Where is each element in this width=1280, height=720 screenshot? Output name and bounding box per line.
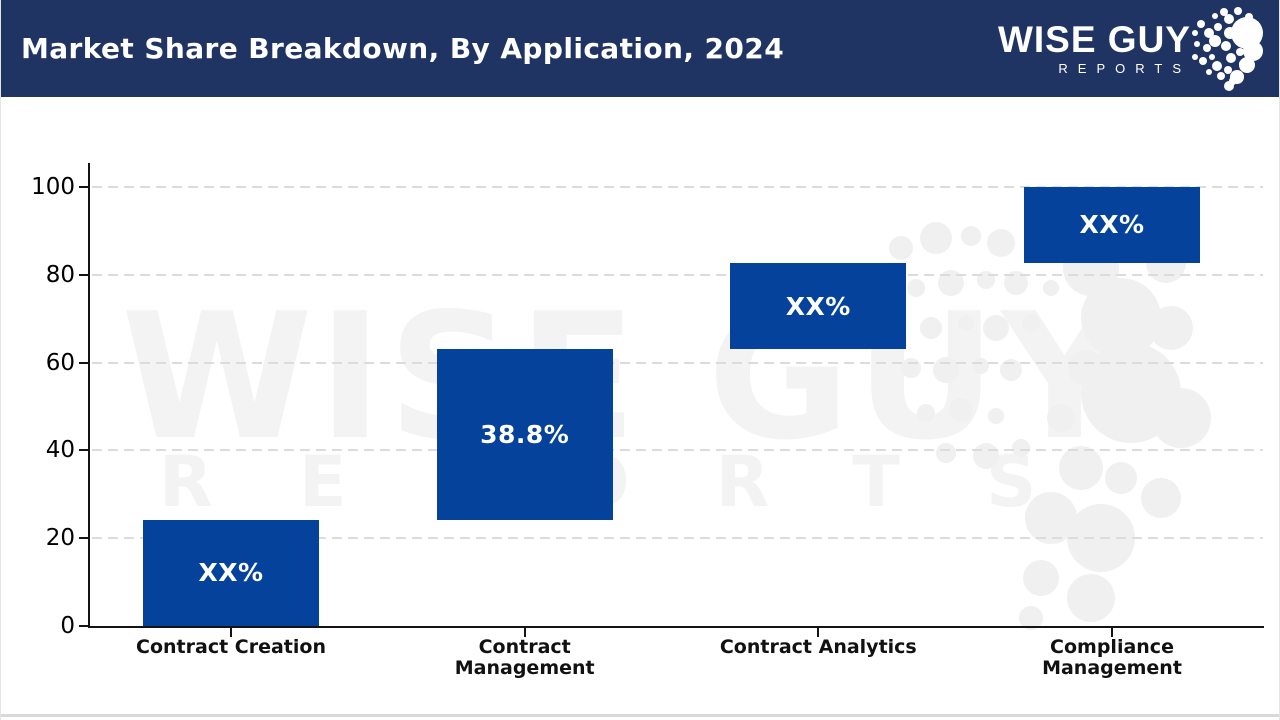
gridline-20 <box>92 537 1263 540</box>
bar-value-label: XX% <box>785 291 851 321</box>
footer-divider <box>1 714 1279 717</box>
bar-value-label: XX% <box>1079 210 1145 240</box>
y-axis-tick-label: 20 <box>45 525 75 552</box>
bar-value-label: XX% <box>198 558 264 588</box>
x-axis-category-label: Contract Creation <box>136 636 326 658</box>
brand-logo-text: WISE GUY REPORTS <box>998 21 1191 76</box>
brand-name: WISE GUY <box>997 19 1191 60</box>
y-axis-tick-label: 60 <box>45 349 75 376</box>
y-axis-tick-label: 40 <box>45 437 75 464</box>
bar-contract-creation: XX% <box>143 519 319 626</box>
y-axis-tick-label: 100 <box>31 174 75 200</box>
brand-head-icon <box>1192 6 1263 91</box>
x-axis-line <box>88 626 1264 628</box>
x-axis-category-label: Contract Analytics <box>719 636 917 658</box>
bar-value-label: 38.8% <box>480 420 570 450</box>
x-axis-tick <box>817 628 820 637</box>
y-axis-tick <box>79 625 88 627</box>
header-bar: Market Share Breakdown, By Application, … <box>1 0 1279 97</box>
x-axis-category-label: Compliance Management <box>1042 636 1182 679</box>
page-title: Market Share Breakdown, By Application, … <box>21 32 785 65</box>
gridline-40 <box>92 449 1263 452</box>
y-axis-tick <box>79 186 88 188</box>
y-axis-line <box>88 163 90 628</box>
y-axis-tick <box>79 273 88 276</box>
bar-compliance-management: XX% <box>1024 187 1200 263</box>
gridline-60 <box>92 361 1263 364</box>
gridline-100 <box>92 186 1263 188</box>
y-axis-tick-label: 0 <box>60 613 75 639</box>
x-axis-category-label: Contract Management <box>454 636 595 679</box>
x-axis-tick <box>523 628 526 637</box>
bar-chart: WISE GUY REPORTS <box>1 97 1279 715</box>
bar-contract-analytics: XX% <box>730 262 907 350</box>
brand-subname: REPORTS <box>1058 61 1191 76</box>
x-axis-tick <box>1111 628 1113 637</box>
y-axis-tick <box>79 361 88 364</box>
y-axis-tick <box>79 449 88 452</box>
gridline-80 <box>92 273 1263 276</box>
y-axis-tick-label: 80 <box>45 261 75 288</box>
brand-logo: WISE GUY REPORTS <box>998 3 1269 95</box>
y-axis-tick <box>79 537 88 540</box>
x-axis-tick <box>230 628 232 637</box>
bar-contract-management: 38.8% <box>436 349 613 520</box>
